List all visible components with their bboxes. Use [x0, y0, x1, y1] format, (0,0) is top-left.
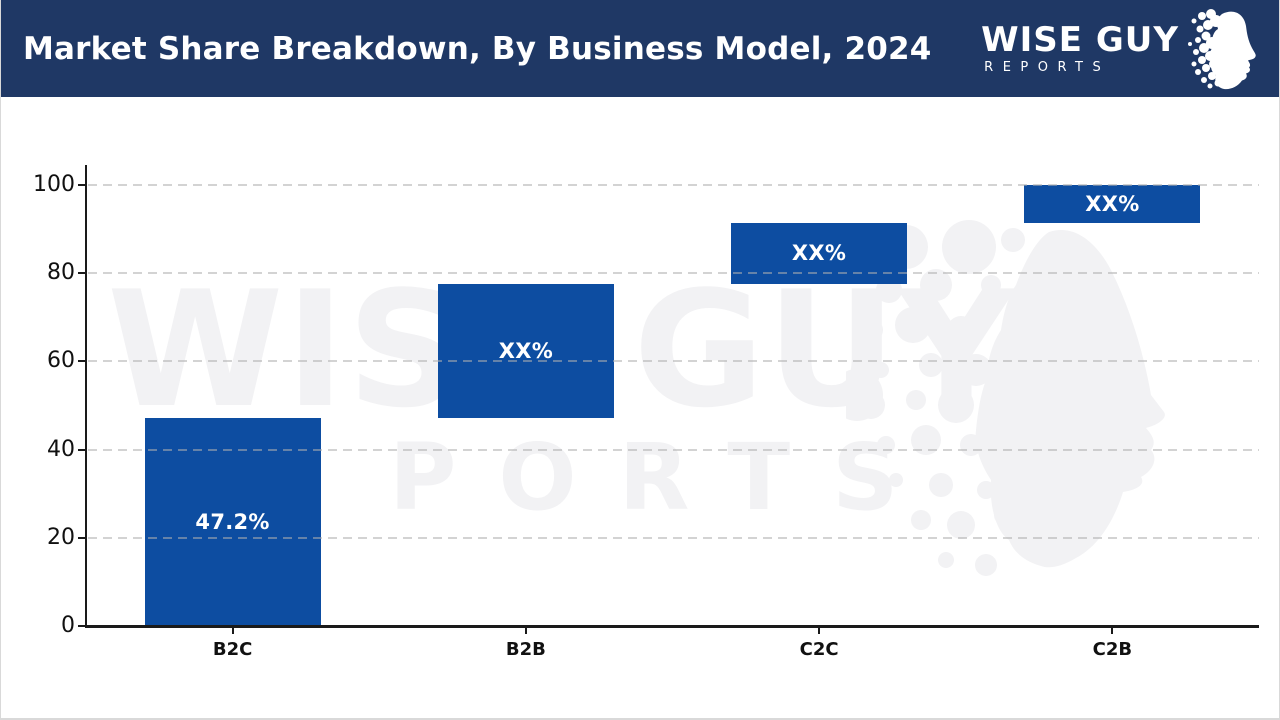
- y-tick-label-60-text: 60: [47, 348, 75, 374]
- bar-b2b: XX%: [437, 284, 614, 418]
- bar-c2b: XX%: [1024, 185, 1201, 223]
- y-tick-label-20-text: 20: [47, 524, 75, 550]
- y-tick-100: [78, 184, 85, 186]
- logo-head-icon: [1188, 8, 1256, 89]
- x-tick-label-b2c: B2C: [153, 641, 313, 659]
- wiseguy-logo: WISE GUY REPORTS: [981, 6, 1259, 92]
- y-tick-label-0-text: 0: [61, 613, 75, 638]
- x-tick-label-b2b-text: B2B: [505, 639, 546, 660]
- y-tick-label-80: 80: [15, 262, 75, 284]
- y-tick-label-80-text: 80: [47, 260, 75, 286]
- x-axis-line: [85, 625, 1259, 628]
- y-tick-label-100-text: 100: [33, 172, 75, 197]
- y-tick-0: [78, 625, 85, 627]
- x-tick-label-b2b: B2B: [446, 641, 606, 659]
- y-tick-40: [78, 448, 85, 451]
- x-tick-c2c: [818, 628, 821, 634]
- gridline-80: [88, 272, 1259, 275]
- gridline-60: [88, 360, 1259, 363]
- logo-wordmark: WISE GUY: [981, 20, 1179, 60]
- y-axis-line: [85, 165, 87, 626]
- gridline-40: [88, 448, 1259, 451]
- bar-value-label: 47.2%: [195, 509, 270, 534]
- page-title: Market Share Breakdown, By Business Mode…: [23, 30, 932, 67]
- x-tick-c2b: [1111, 628, 1114, 634]
- x-tick-label-c2b-text: C2B: [1092, 639, 1133, 660]
- bar-value-label: XX%: [1085, 191, 1140, 216]
- bar-c2c: XX%: [731, 222, 908, 285]
- y-tick-60: [78, 360, 85, 363]
- y-tick-label-40: 40: [15, 436, 75, 462]
- gridline-20: [88, 536, 1259, 539]
- header: Market Share Breakdown, By Business Mode…: [1, 0, 1279, 97]
- x-tick-label-c2b: C2B: [1032, 641, 1192, 659]
- x-tick-b2c: [231, 628, 234, 634]
- x-tick-b2b: [524, 628, 527, 634]
- y-tick-label-20: 20: [15, 524, 75, 550]
- y-tick-label-40-text: 40: [47, 436, 75, 462]
- y-tick-label-0: 0: [15, 615, 75, 637]
- x-tick-label-c2c-text: C2C: [799, 639, 839, 660]
- watermark-subtitle: PORTS: [389, 424, 941, 531]
- bar-value-label: XX%: [791, 241, 847, 266]
- y-tick-label-60: 60: [15, 350, 75, 372]
- y-tick-20: [78, 536, 85, 539]
- y-tick-label-100: 100: [15, 174, 75, 196]
- x-tick-label-b2c-text: B2C: [212, 639, 253, 660]
- gridline-100: [88, 184, 1259, 186]
- bar-value-label: XX%: [498, 338, 554, 363]
- logo-subtitle: REPORTS: [984, 60, 1111, 75]
- y-tick-80: [78, 272, 85, 275]
- x-tick-label-c2c: C2C: [739, 641, 899, 659]
- bar-b2c: 47.2%: [144, 417, 321, 626]
